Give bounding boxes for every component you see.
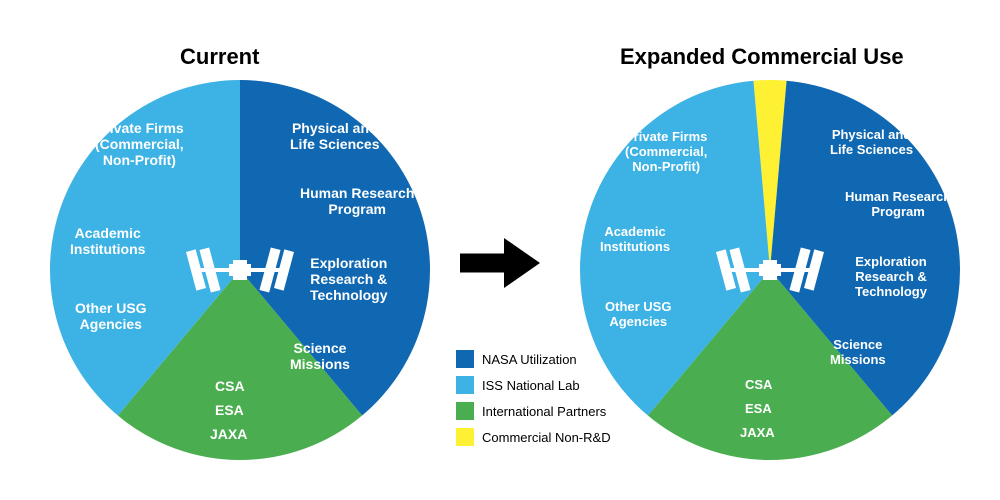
slice-label: Private Firms (Commercial, Non-Profit) xyxy=(625,130,707,175)
legend-label: International Partners xyxy=(482,404,606,419)
legend-swatch xyxy=(456,376,474,394)
legend-label: Commercial Non-R&D xyxy=(482,430,611,445)
arrow-icon xyxy=(460,238,540,288)
iss-icon xyxy=(185,240,295,300)
legend-label: ISS National Lab xyxy=(482,378,580,393)
slice-label: CSA xyxy=(745,378,772,393)
legend-swatch xyxy=(456,428,474,446)
slice-label: JAXA xyxy=(740,426,775,441)
legend: NASA Utilization ISS National Lab Internat… xyxy=(456,350,611,454)
legend-item: International Partners xyxy=(456,402,611,420)
slice-label: Other USG Agencies xyxy=(605,300,671,330)
legend-swatch xyxy=(456,350,474,368)
legend-item: ISS National Lab xyxy=(456,376,611,394)
slice-label: Human Research Program xyxy=(845,190,951,220)
legend-swatch xyxy=(456,402,474,420)
slice-label: Exploration Research & Technology xyxy=(855,255,927,300)
slice-label: Academic Institutions xyxy=(600,225,670,255)
legend-item: NASA Utilization xyxy=(456,350,611,368)
slice-label: ESA xyxy=(745,402,772,417)
legend-item: Commercial Non-R&D xyxy=(456,428,611,446)
legend-label: NASA Utilization xyxy=(482,352,577,367)
iss-icon xyxy=(715,240,825,300)
slice-label: Physical and Life Sciences xyxy=(830,128,913,158)
slice-label: Science Missions xyxy=(830,338,886,368)
